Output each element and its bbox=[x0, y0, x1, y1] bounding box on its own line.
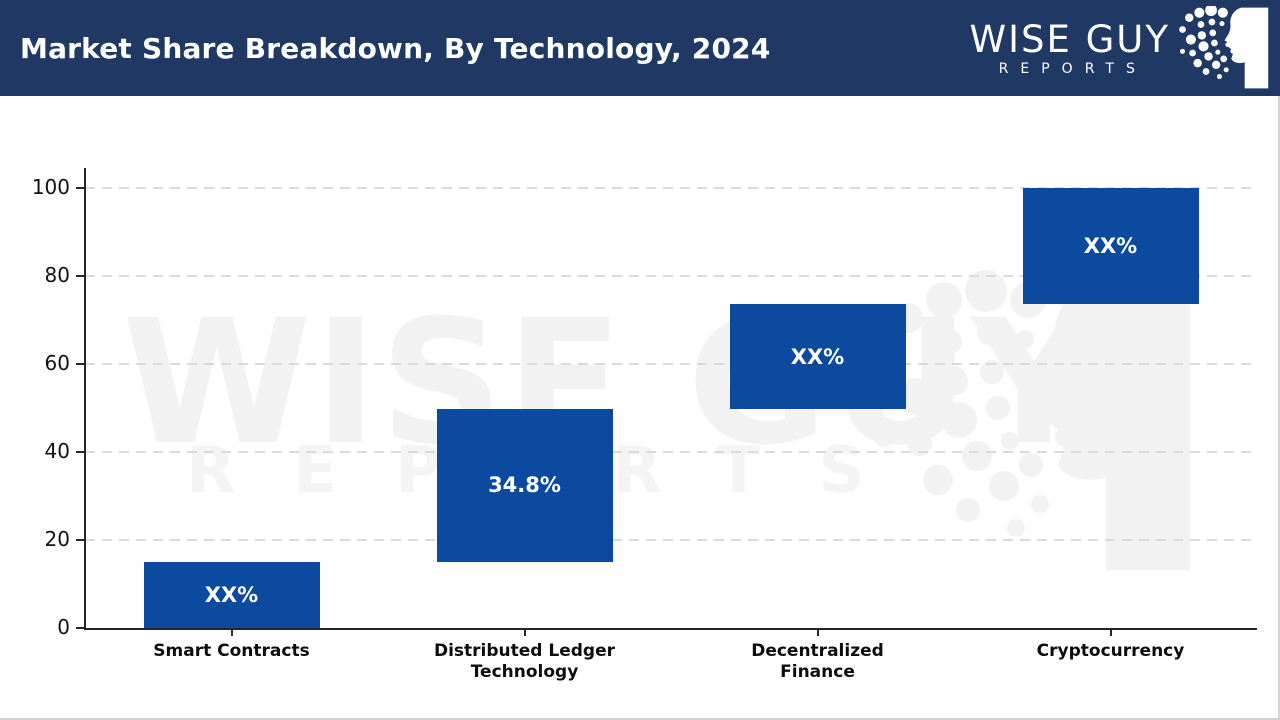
y-tick-mark bbox=[76, 627, 84, 629]
y-tick-label: 20 bbox=[44, 527, 70, 551]
y-tick-label: 100 bbox=[31, 175, 70, 199]
bar-value-label: XX% bbox=[1083, 234, 1138, 259]
y-tick-label: 60 bbox=[44, 351, 70, 375]
gridline bbox=[85, 187, 1257, 189]
y-tick-label: 80 bbox=[44, 263, 70, 287]
gridline bbox=[85, 451, 1257, 453]
bar-value-label: 34.8% bbox=[488, 473, 561, 498]
chart-title: Market Share Breakdown, By Technology, 2… bbox=[20, 31, 771, 65]
x-tick-mark bbox=[816, 628, 819, 636]
x-category-label: Distributed Ledger Technology bbox=[433, 641, 616, 682]
logo-subtitle: REPORTS bbox=[998, 60, 1147, 77]
logo-text: WISE GUY REPORTS bbox=[970, 21, 1170, 76]
y-tick-mark bbox=[76, 451, 84, 453]
y-axis-line bbox=[84, 168, 86, 629]
x-tick-mark bbox=[230, 628, 233, 636]
gridline bbox=[85, 363, 1257, 365]
x-axis-line bbox=[84, 628, 1257, 630]
y-tick-mark bbox=[76, 187, 84, 189]
y-tick-mark bbox=[76, 539, 84, 541]
bar-distributed-ledger-technology: 34.8% bbox=[436, 408, 613, 562]
gridline bbox=[85, 275, 1257, 277]
bar-value-label: XX% bbox=[790, 344, 845, 369]
logo-wordmark: WISE GUY bbox=[969, 17, 1170, 61]
y-tick-mark bbox=[76, 363, 84, 365]
logo-face-icon bbox=[1179, 6, 1269, 89]
x-category-label: Decentralized Finance bbox=[751, 641, 884, 682]
bar-value-label: XX% bbox=[204, 583, 259, 607]
bar-decentralized-finance: XX% bbox=[729, 304, 906, 409]
x-tick-mark bbox=[523, 628, 526, 636]
x-category-label: Cryptocurrency bbox=[1036, 641, 1185, 661]
bar-smart-contracts: XX% bbox=[143, 562, 320, 628]
x-tick-mark bbox=[1109, 628, 1112, 636]
watermark-face-icon bbox=[872, 270, 1190, 570]
y-tick-label: 0 bbox=[57, 615, 70, 639]
wise-guy-logo: WISE GUY REPORTS bbox=[970, 6, 1280, 90]
bar-cryptocurrency: XX% bbox=[1022, 188, 1199, 305]
y-tick-label: 40 bbox=[44, 439, 70, 463]
y-tick-mark bbox=[76, 275, 84, 277]
gridline bbox=[85, 539, 1257, 541]
header-bar: Market Share Breakdown, By Technology, 2… bbox=[0, 0, 1280, 96]
x-category-label: Smart Contracts bbox=[153, 641, 310, 661]
